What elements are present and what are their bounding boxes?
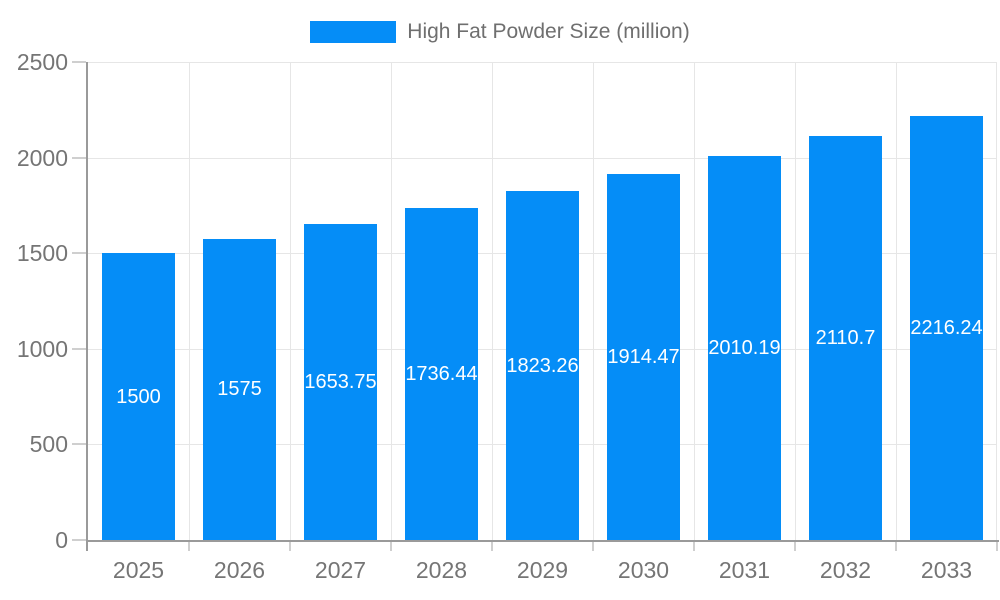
h-gridline — [88, 62, 997, 63]
bar-2025[interactable]: 1500 — [102, 253, 175, 540]
v-gridline — [896, 62, 897, 540]
y-axis-label: 1000 — [16, 335, 68, 362]
bar-category-cell: 1736.44 — [391, 62, 492, 540]
bar-2030[interactable]: 1914.47 — [607, 173, 680, 540]
x-axis-line — [86, 540, 999, 542]
v-gridline — [390, 62, 392, 540]
bar-2027[interactable]: 1653.75 — [304, 223, 377, 540]
bar-2033[interactable]: 2216.24 — [910, 116, 983, 540]
bar-value-label: 2010.19 — [708, 336, 781, 359]
bar-category-cell: 2110.7 — [795, 62, 896, 540]
plot-area: 1500 1575 1653.75 1736.44 1823.26 1914.47 2010… — [88, 62, 997, 540]
x-axis-label: 2026 — [213, 557, 266, 583]
bar-category-cell: 1500 — [88, 62, 189, 540]
y-tick — [72, 61, 86, 63]
x-axis-label: 2030 — [617, 557, 670, 583]
bar-value-label: 1914.47 — [607, 345, 680, 368]
x-axis: 2025 2026 2027 2028 2029 2030 2031 2032 2033 — [88, 556, 997, 586]
bar-2026[interactable]: 1575 — [203, 238, 276, 540]
y-tick — [72, 252, 86, 255]
y-axis-label: 1500 — [16, 240, 68, 267]
x-tick — [693, 542, 695, 551]
bar-value-label: 1575 — [217, 378, 262, 401]
x-tick — [996, 542, 998, 551]
x-axis-label: 2027 — [314, 557, 367, 583]
bar-category-cell: 1823.26 — [492, 62, 593, 540]
bar-category-cell: 1914.47 — [593, 62, 694, 540]
y-axis-label: 2000 — [16, 144, 68, 171]
v-gridline — [996, 62, 997, 540]
bar-value-label: 1653.75 — [304, 370, 377, 393]
y-axis-label: 2500 — [16, 49, 68, 75]
x-axis-label: 2033 — [920, 557, 973, 583]
bar-2028[interactable]: 1736.44 — [405, 208, 478, 540]
bar-category-cell: 1653.75 — [290, 62, 391, 540]
bar-value-label: 2110.7 — [815, 327, 876, 350]
x-tick — [390, 542, 392, 551]
x-axis-label: 2029 — [516, 557, 569, 583]
v-gridline — [492, 62, 493, 540]
bar-2032[interactable]: 2110.7 — [809, 136, 882, 540]
y-axis-line — [86, 62, 88, 551]
x-axis-label: 2025 — [112, 557, 165, 583]
y-axis-label: 500 — [29, 431, 68, 458]
y-tick — [72, 539, 86, 541]
x-axis-label: 2028 — [415, 557, 468, 583]
bar-category-cell: 1575 — [189, 62, 290, 540]
x-tick — [188, 542, 190, 551]
y-axis-label: 0 — [55, 527, 68, 553]
y-axis: 0 500 1000 1500 2000 2500 — [0, 0, 68, 600]
x-axis-label: 2031 — [718, 557, 771, 583]
legend-label: High Fat Powder Size (million) — [407, 20, 690, 43]
v-gridline — [795, 62, 796, 540]
x-axis-label: 2032 — [819, 557, 872, 583]
x-tick — [895, 542, 897, 551]
y-tick — [72, 443, 86, 446]
y-tick — [72, 347, 86, 350]
bar-value-label: 1823.26 — [506, 354, 579, 377]
x-tick — [491, 542, 493, 551]
legend[interactable]: High Fat Powder Size (million) — [0, 20, 1000, 43]
v-gridline — [693, 62, 695, 540]
bar-category-cell: 2216.24 — [896, 62, 997, 540]
v-gridline — [593, 62, 594, 540]
bar-2031[interactable]: 2010.19 — [708, 155, 781, 540]
legend-swatch-icon — [310, 21, 397, 43]
h-gridline — [88, 157, 997, 159]
bar-category-cell: 2010.19 — [694, 62, 795, 540]
bar-value-label: 1736.44 — [405, 363, 478, 385]
v-gridline — [189, 62, 190, 540]
bar-value-label: 1500 — [116, 385, 161, 408]
x-tick — [592, 542, 594, 551]
v-gridline — [290, 62, 291, 540]
bar-2029[interactable]: 1823.26 — [506, 191, 579, 540]
y-tick — [72, 156, 86, 159]
bar-value-label: 2216.24 — [910, 317, 983, 340]
x-tick — [289, 542, 291, 551]
x-tick — [794, 542, 796, 551]
